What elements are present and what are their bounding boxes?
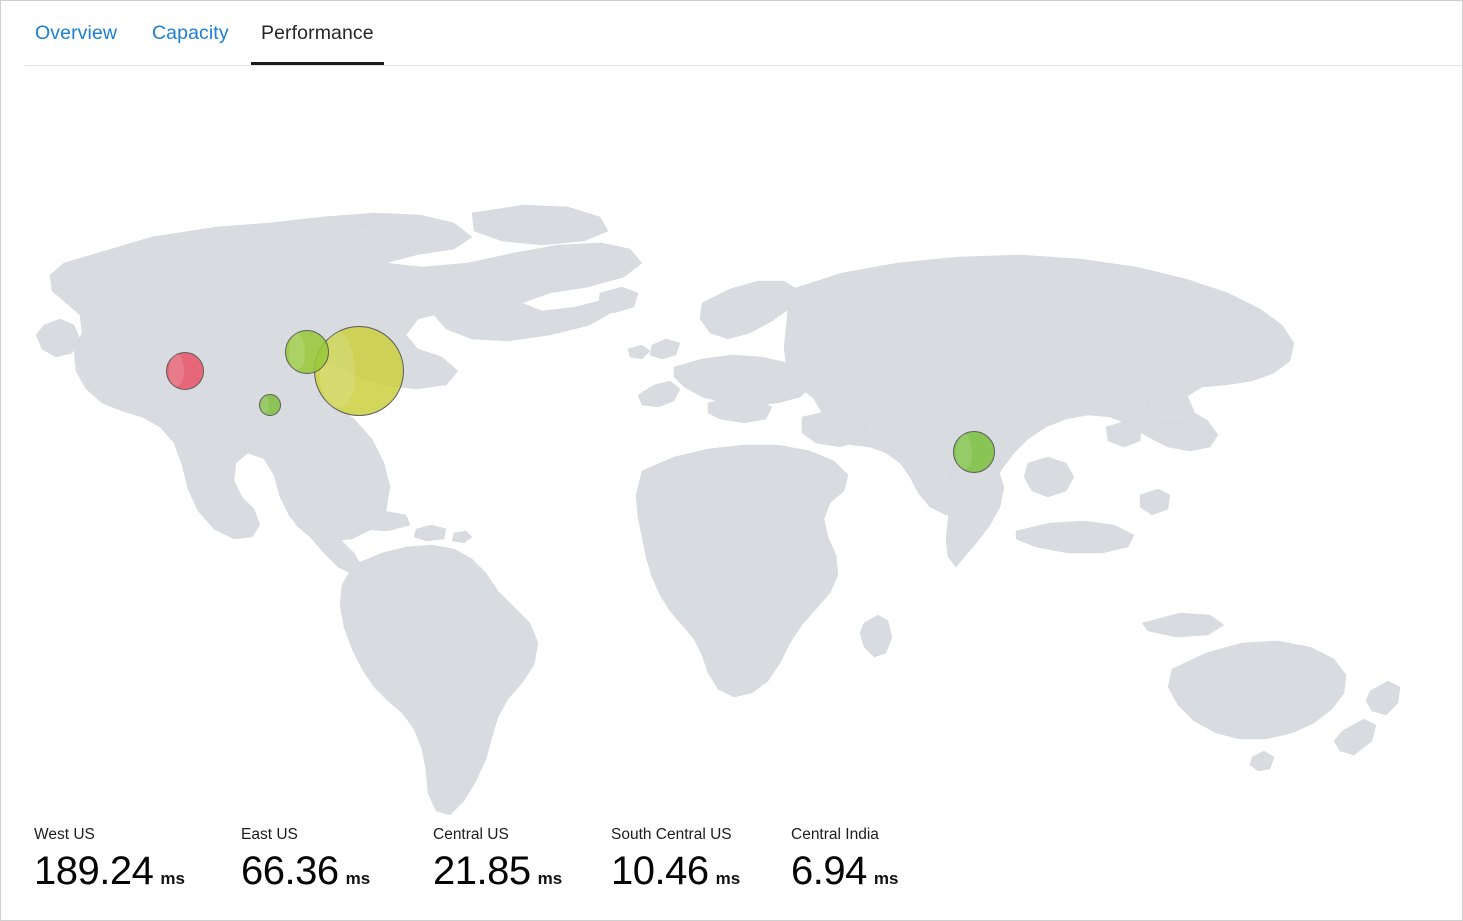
- scandinavia: [699, 280, 801, 340]
- western-europe: [673, 354, 813, 406]
- hispaniola: [413, 524, 447, 542]
- metric-east-us: East US 66.36 ms: [241, 825, 370, 895]
- metrics-strip: West US 189.24 ms East US 66.36 ms Centr…: [2, 815, 1462, 919]
- bubble-west-us[interactable]: [166, 352, 204, 390]
- indochina: [1023, 456, 1075, 498]
- metric-value: 21.85: [433, 849, 531, 893]
- bubble-south-central-us[interactable]: [259, 394, 281, 416]
- tab-underline-active: [251, 62, 384, 65]
- puerto-rico: [451, 530, 473, 544]
- indonesia: [1015, 520, 1135, 554]
- metric-value-group: 189.24 ms: [34, 847, 185, 895]
- bubble-east-us[interactable]: [314, 326, 404, 416]
- new-zealand-south: [1333, 718, 1377, 756]
- metric-value: 6.94: [791, 849, 867, 893]
- japan: [1147, 390, 1195, 424]
- italy-balkans: [707, 396, 773, 424]
- new-zealand-north: [1365, 680, 1401, 716]
- philippines: [1139, 488, 1171, 516]
- iceland: [597, 286, 639, 314]
- great-britain: [649, 338, 681, 360]
- metric-label: East US: [241, 826, 298, 843]
- tab-overview[interactable]: Overview: [25, 1, 127, 65]
- metric-label: West US: [34, 826, 95, 843]
- tab-overview-label: Overview: [35, 21, 118, 44]
- bubble-highlight: [169, 354, 184, 387]
- metric-unit: ms: [873, 869, 899, 888]
- metric-label: Central India: [791, 826, 879, 843]
- tab-capacity[interactable]: Capacity: [142, 1, 239, 65]
- bubble-highlight: [261, 395, 270, 414]
- metric-value: 66.36: [241, 849, 339, 893]
- cuba: [353, 510, 411, 532]
- canada-arctic-islands: [211, 236, 299, 264]
- bubble-central-us[interactable]: [285, 330, 329, 374]
- ireland: [627, 344, 651, 360]
- india-subcontinent: [945, 452, 1005, 568]
- landmass-group: [35, 204, 1401, 816]
- tab-capacity-label: Capacity: [152, 21, 229, 44]
- bubble-highlight: [288, 332, 306, 370]
- tab-performance-label: Performance: [261, 21, 374, 44]
- africa: [635, 444, 849, 698]
- new-guinea: [1141, 612, 1225, 638]
- metric-west-us: West US 189.24 ms: [34, 825, 185, 895]
- australia: [1167, 640, 1347, 740]
- metric-value: 189.24: [34, 849, 154, 893]
- metric-south-central-us: South Central US 10.46 ms: [611, 825, 740, 895]
- metric-value-group: 6.94 ms: [791, 847, 898, 895]
- tasmania: [1249, 750, 1275, 772]
- metric-label: South Central US: [611, 826, 732, 843]
- greenland: [471, 204, 609, 246]
- metric-value-group: 21.85 ms: [433, 847, 562, 895]
- metric-central-us: Central US 21.85 ms: [433, 825, 562, 895]
- metric-label: Central US: [433, 826, 509, 843]
- baffin-island: [327, 220, 427, 248]
- bubble-highlight: [956, 433, 973, 469]
- bubble-central-india[interactable]: [953, 431, 995, 473]
- tab-bar: Overview Capacity Performance: [1, 1, 1462, 66]
- madagascar: [859, 614, 893, 658]
- world-bubble-map[interactable]: [2, 67, 1462, 817]
- bubble-layer: [2, 67, 1462, 817]
- tab-performance[interactable]: Performance: [251, 1, 384, 65]
- alaska-aleutians: [35, 318, 81, 358]
- metric-central-india: Central India 6.94 ms: [791, 825, 898, 895]
- south-america: [339, 544, 539, 816]
- world-map-svg: [35, 204, 1401, 816]
- metric-unit: ms: [345, 869, 371, 888]
- metric-value-group: 66.36 ms: [241, 847, 370, 895]
- metric-unit: ms: [160, 869, 185, 888]
- iberia: [637, 380, 681, 408]
- middle-east: [801, 410, 867, 448]
- tab-bar-divider: [25, 65, 1462, 66]
- metric-value: 10.46: [611, 849, 709, 893]
- metric-value-group: 10.46 ms: [611, 847, 740, 895]
- metric-unit: ms: [715, 869, 741, 888]
- metric-unit: ms: [537, 869, 563, 888]
- korea-japan: [1105, 420, 1143, 448]
